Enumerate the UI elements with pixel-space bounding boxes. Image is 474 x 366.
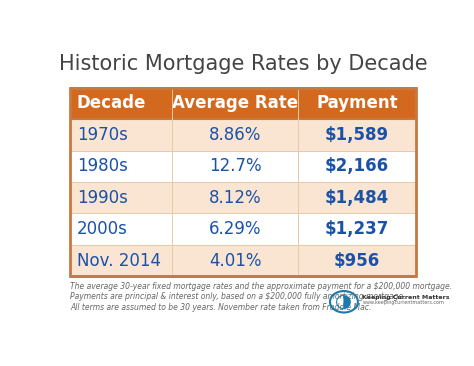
Text: $1,237: $1,237 [325,220,389,238]
Text: Payment: Payment [316,94,398,112]
Text: 8.12%: 8.12% [209,189,262,207]
Text: Nov. 2014: Nov. 2014 [77,252,161,270]
Text: 4.01%: 4.01% [209,252,261,270]
Text: $1,484: $1,484 [325,189,389,207]
Text: Keeping Current Matters: Keeping Current Matters [362,295,450,300]
Text: Historic Mortgage Rates by Decade: Historic Mortgage Rates by Decade [59,54,427,74]
Text: The average 30-year fixed mortgage rates and the approximate payment for a $200,: The average 30-year fixed mortgage rates… [70,282,452,312]
Text: $956: $956 [334,252,380,270]
Bar [70,119,416,150]
Bar [70,182,416,213]
Text: 6.29%: 6.29% [209,220,261,238]
Bar [70,245,416,276]
Text: 8.86%: 8.86% [209,126,261,144]
Text: $2,166: $2,166 [325,157,389,175]
Text: $1,589: $1,589 [325,126,389,144]
Bar [70,150,416,182]
Text: www.keepingcurrentmatters.com: www.keepingcurrentmatters.com [362,300,444,305]
Bar [70,213,416,245]
Text: ◑: ◑ [336,292,353,311]
Text: 1970s: 1970s [77,126,128,144]
Bar [70,87,416,119]
Bar [70,87,416,276]
Text: 1980s: 1980s [77,157,128,175]
Text: Decade: Decade [77,94,146,112]
Text: 12.7%: 12.7% [209,157,262,175]
Text: 2000s: 2000s [77,220,128,238]
Text: Average Rate: Average Rate [172,94,298,112]
Text: 1990s: 1990s [77,189,128,207]
